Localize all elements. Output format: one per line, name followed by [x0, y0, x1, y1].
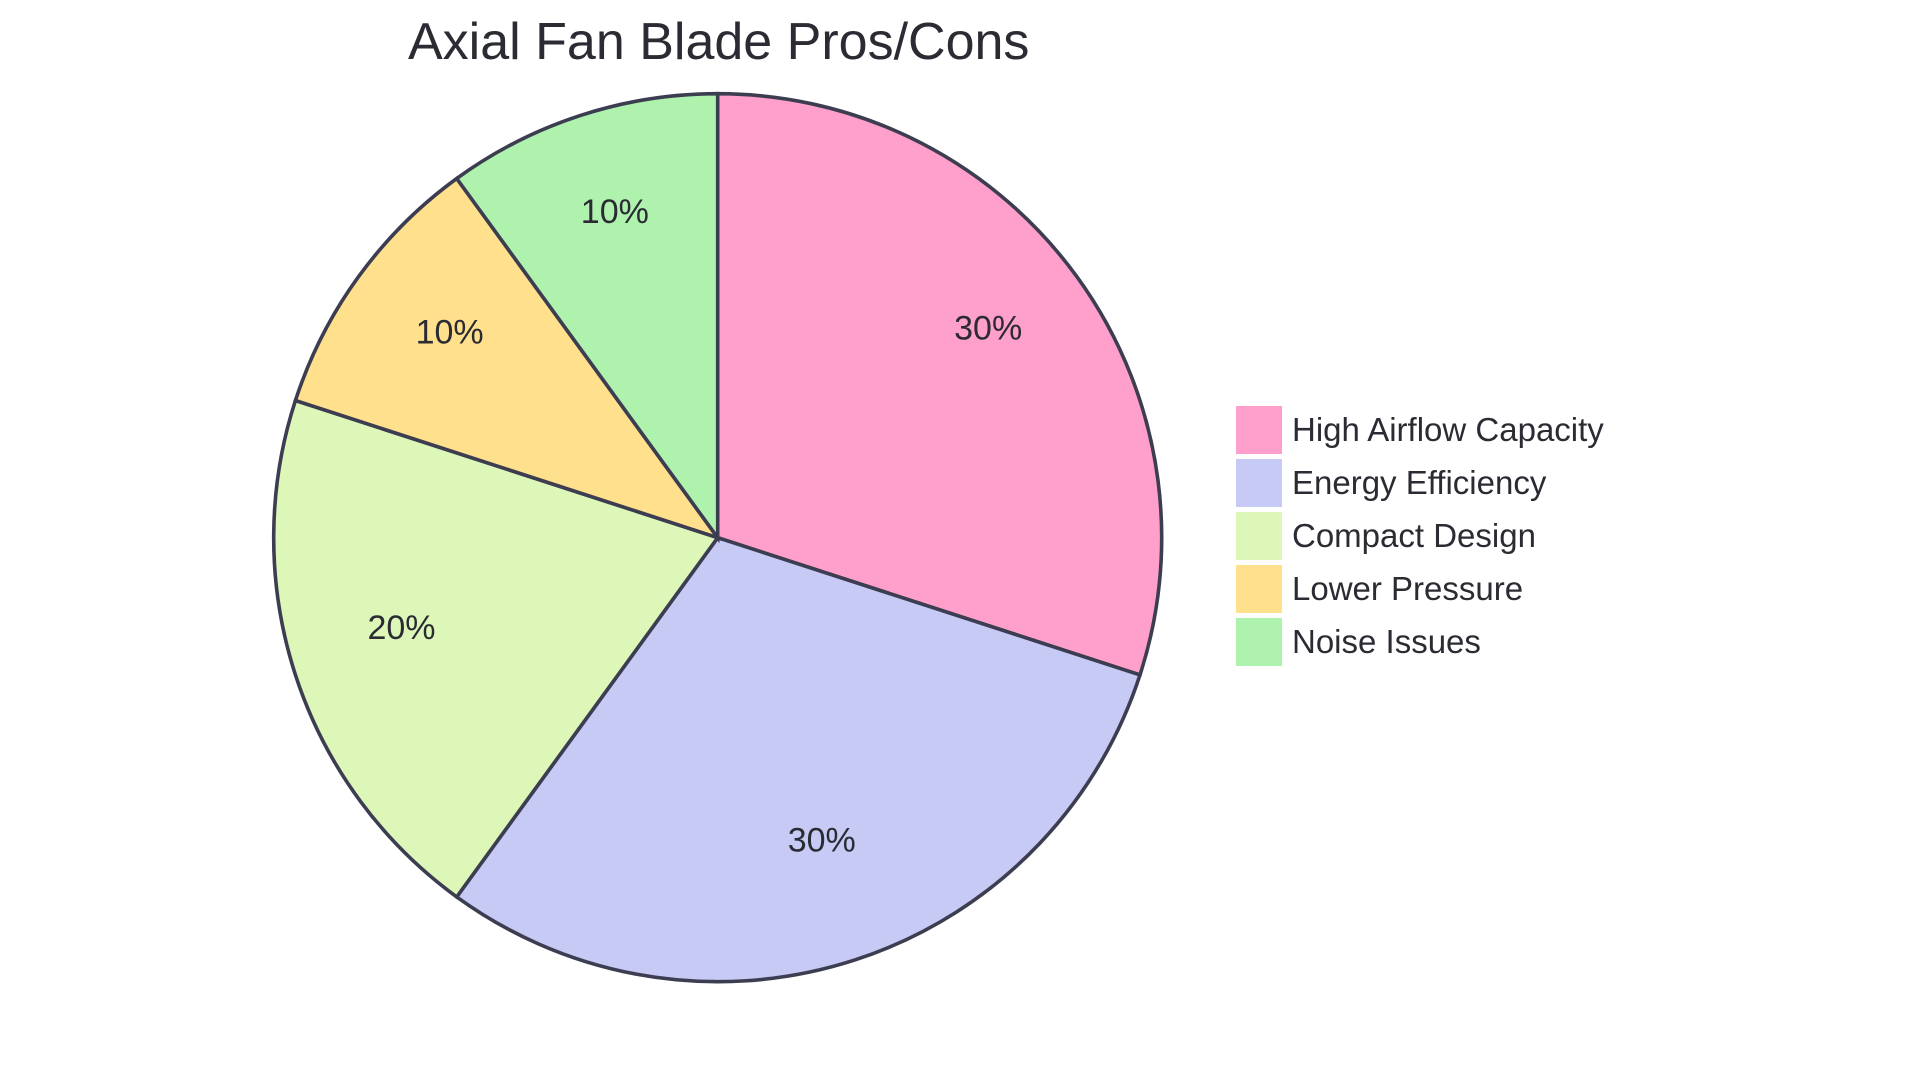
svg-text:10%: 10%	[416, 313, 484, 351]
svg-text:30%: 30%	[788, 822, 856, 860]
svg-text:20%: 20%	[367, 609, 435, 647]
svg-text:10%: 10%	[581, 193, 649, 231]
svg-text:30%: 30%	[954, 309, 1022, 347]
